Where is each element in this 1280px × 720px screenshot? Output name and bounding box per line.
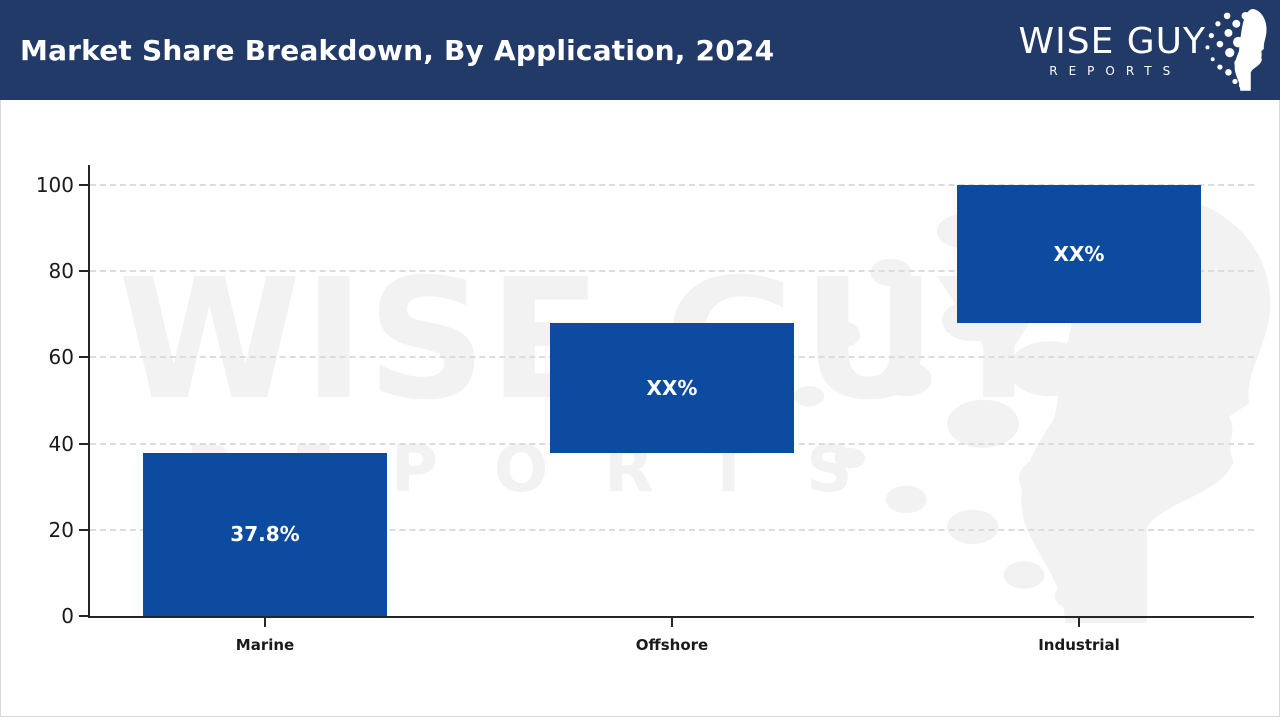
x-tick-offshore — [671, 618, 673, 627]
y-tick-80 — [79, 270, 88, 273]
x-tick-industrial — [1078, 618, 1080, 627]
bar-offshore: XX% — [550, 322, 794, 453]
bar-value-label-offshore: XX% — [646, 375, 698, 400]
y-tick-40 — [79, 442, 88, 445]
y-tick-label-0: 0 — [61, 604, 74, 628]
gridline-100 — [90, 183, 1254, 186]
y-tick-60 — [79, 356, 88, 359]
y-tick-label-80: 80 — [48, 259, 74, 284]
logo-wordmark: WISE GUY — [1018, 20, 1206, 62]
y-tick-label-20: 20 — [48, 517, 74, 542]
bar-value-label-marine: 37.8% — [230, 522, 300, 547]
logo-face-icon — [1205, 9, 1267, 91]
y-tick-100 — [79, 183, 88, 186]
x-tick-marine — [264, 618, 266, 627]
gridline-80 — [90, 270, 1254, 273]
bar-marine: 37.8% — [143, 453, 387, 616]
y-tick-20 — [79, 528, 88, 531]
bar-industrial: XX% — [957, 184, 1201, 323]
gridline-20 — [90, 528, 1254, 531]
logo-subtitle: REPORTS — [1049, 63, 1182, 78]
x-axis-label-offshore: Offshore — [635, 636, 709, 654]
y-tick-0 — [79, 615, 88, 617]
header: Market Share Breakdown, By Application, … — [0, 0, 1280, 100]
y-tick-label-60: 60 — [48, 345, 74, 370]
page-title: Market Share Breakdown, By Application, … — [20, 33, 775, 67]
chart-plot-area: 0 20 40 60 80 100 37.8% Marine XX% Offshore XX% Ind… — [36, 165, 1254, 654]
y-tick-label-40: 40 — [48, 431, 74, 456]
x-axis-label-marine: Marine — [235, 636, 295, 654]
wise-guy-logo: WISE GUY REPORTS — [1019, 8, 1269, 92]
bar-value-label-industrial: XX% — [1053, 241, 1105, 266]
x-axis-label-industrial: Industrial — [1038, 636, 1120, 654]
logo-text: WISE GUY REPORTS — [1018, 20, 1207, 78]
y-tick-label-100: 100 — [35, 172, 74, 197]
